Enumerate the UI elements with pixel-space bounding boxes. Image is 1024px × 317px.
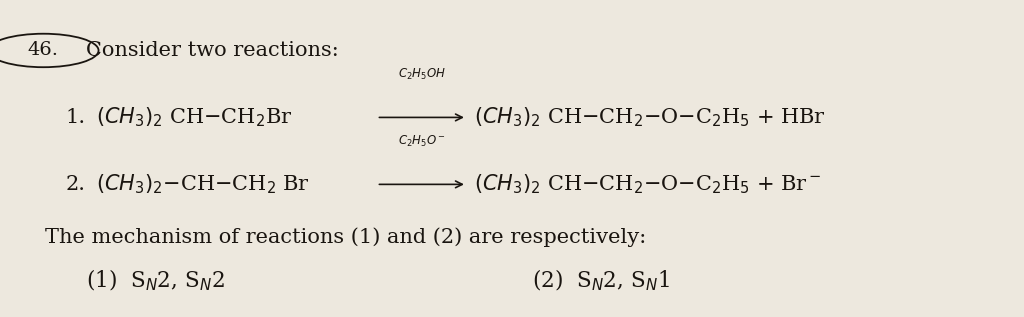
Text: $(CH_3)_2$ CH$-$CH$_2$$-$O$-$C$_2$H$_5$ + Br$^-$: $(CH_3)_2$ CH$-$CH$_2$$-$O$-$C$_2$H$_5$ … (474, 172, 821, 196)
Text: (3)  S$_N$1, S$_N$2: (3) S$_N$1, S$_N$2 (85, 316, 224, 317)
Text: (2)  S$_N$2, S$_N$1: (2) S$_N$2, S$_N$1 (532, 268, 670, 293)
Text: $(CH_3)_2$ CH$-$CH$_2$$-$O$-$C$_2$H$_5$ + HBr: $(CH_3)_2$ CH$-$CH$_2$$-$O$-$C$_2$H$_5$ … (474, 106, 825, 129)
Text: $C_2H_5O^-$: $C_2H_5O^-$ (397, 134, 445, 149)
Text: (1)  S$_N$2, S$_N$2: (1) S$_N$2, S$_N$2 (85, 268, 224, 293)
Text: $(CH_3)_2$$-$CH$-$CH$_2$ Br: $(CH_3)_2$$-$CH$-$CH$_2$ Br (95, 172, 309, 196)
Text: The mechanism of reactions (1) and (2) are respectively:: The mechanism of reactions (1) and (2) a… (45, 228, 646, 248)
Text: 2.: 2. (66, 175, 85, 194)
Text: 1.: 1. (66, 108, 86, 127)
Text: Consider two reactions:: Consider two reactions: (85, 41, 338, 60)
Text: $(CH_3)_2$ CH$-$CH$_2$Br: $(CH_3)_2$ CH$-$CH$_2$Br (95, 106, 292, 129)
Text: $C_2H_5OH$: $C_2H_5OH$ (397, 67, 445, 82)
Text: 46.: 46. (28, 42, 58, 60)
Text: (4)  S$_N$1, S$_N$1: (4) S$_N$1, S$_N$1 (532, 316, 670, 317)
